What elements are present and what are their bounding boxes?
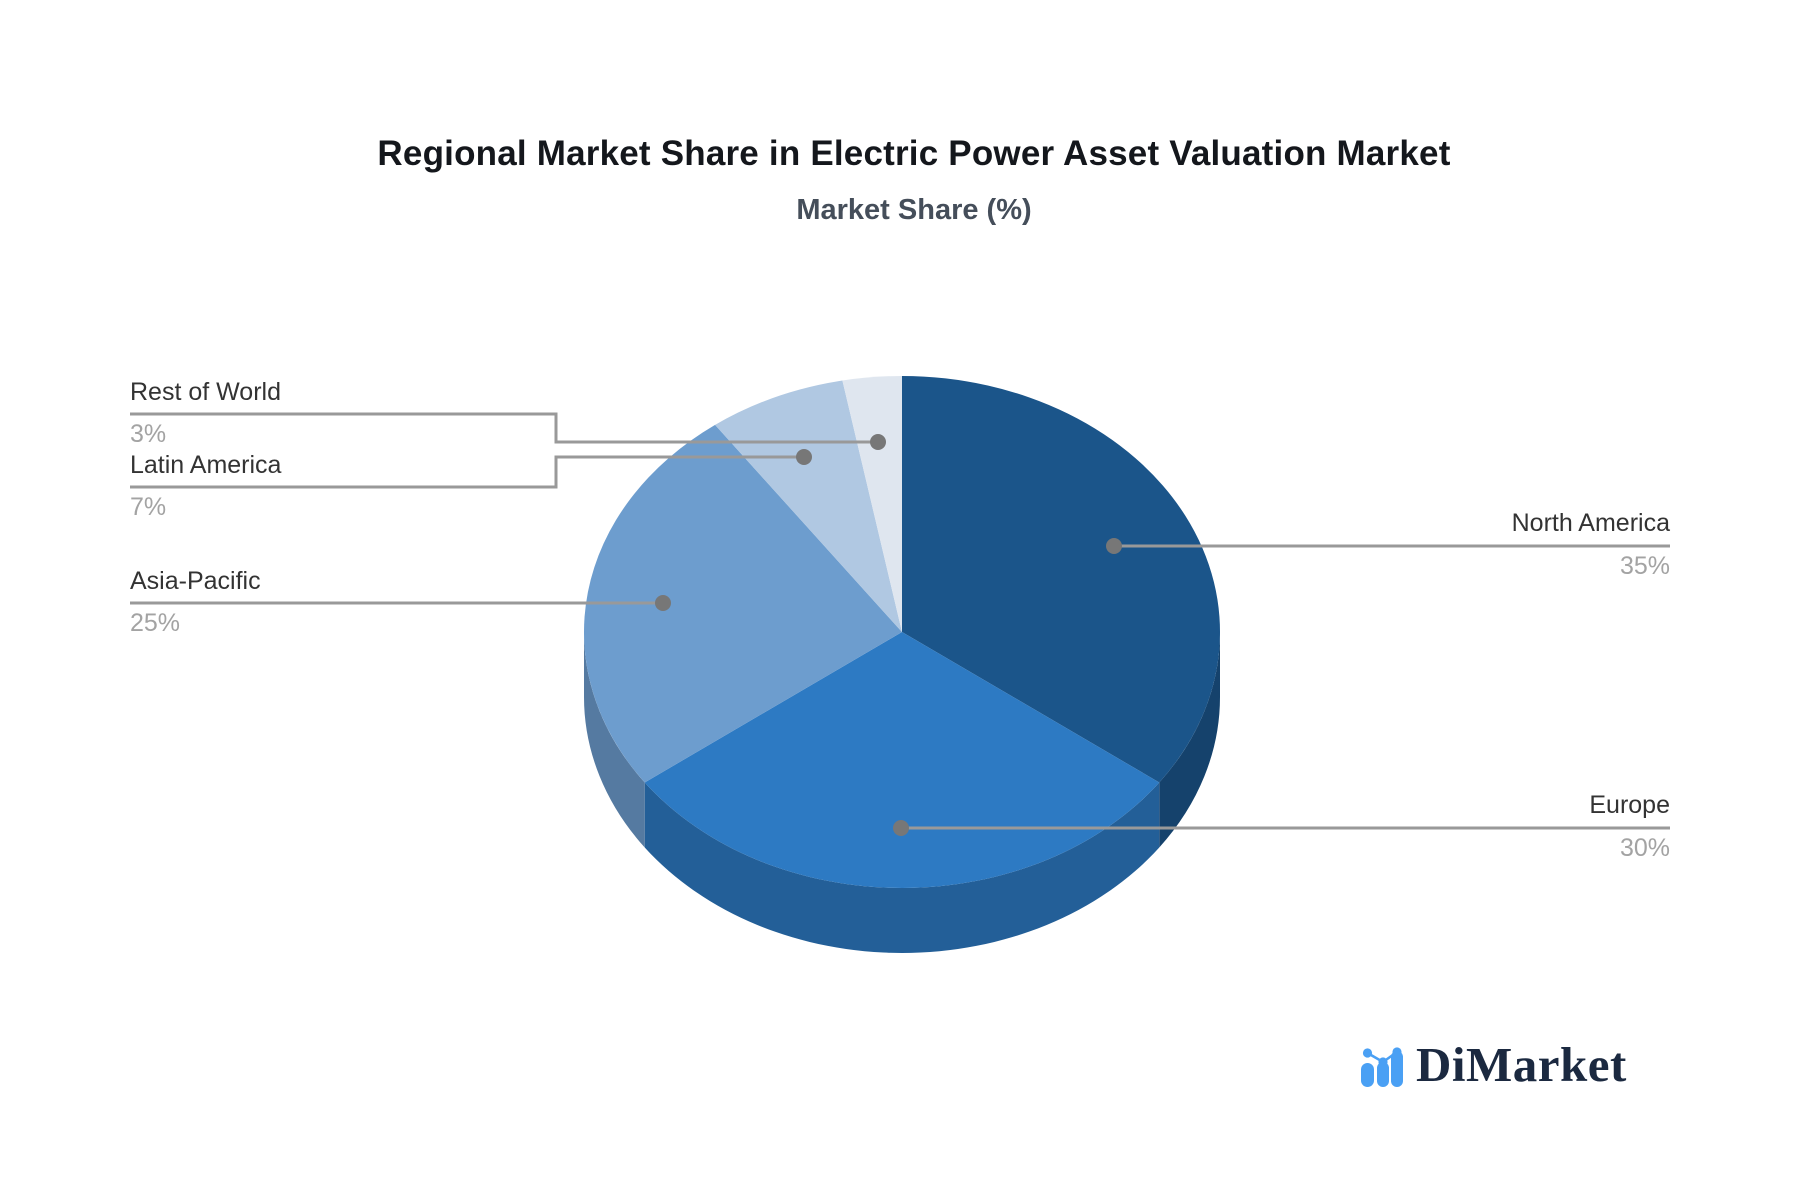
chart-title: Regional Market Share in Electric Power … bbox=[377, 134, 1451, 173]
pie-side-europe bbox=[644, 782, 1160, 953]
label-north-america: North America bbox=[1511, 509, 1670, 537]
label-latin-america: Latin America bbox=[130, 451, 282, 479]
pie-slice-north-america[interactable] bbox=[902, 376, 1220, 783]
leader-dot-asia-pacific bbox=[655, 595, 671, 611]
value-latin-america: 7% bbox=[130, 493, 167, 521]
pie-side-north-america bbox=[1159, 632, 1220, 848]
value-north-america: 35% bbox=[1619, 552, 1670, 580]
leader-dot-europe bbox=[893, 820, 909, 836]
value-asia-pacific: 25% bbox=[130, 609, 181, 637]
chart-subtitle: Market Share (%) bbox=[796, 194, 1032, 226]
pie-side-asia-pacific bbox=[584, 632, 645, 848]
value-europe: 30% bbox=[1619, 834, 1670, 862]
leader-dot-latin-america bbox=[796, 449, 812, 465]
pie-slice-europe[interactable] bbox=[644, 632, 1160, 889]
leader-dot-north-america bbox=[1106, 538, 1122, 554]
label-europe: Europe bbox=[1589, 791, 1670, 819]
bar-chart-logo-icon bbox=[1361, 1047, 1403, 1087]
label-asia-pacific: Asia-Pacific bbox=[130, 567, 261, 595]
leader-line-rest-of-world bbox=[130, 412, 878, 444]
leader-line-latin-america bbox=[130, 455, 804, 489]
brand-logo: DiMarket bbox=[1358, 1040, 1627, 1089]
pie-slice-asia-pacific[interactable] bbox=[584, 424, 902, 783]
label-rest-of-world: Rest of World bbox=[130, 378, 281, 406]
pie-slice-rest-of-world[interactable] bbox=[842, 376, 902, 632]
brand-logo-text: DiMarket bbox=[1416, 1037, 1627, 1092]
leader-dot-rest-of-world bbox=[870, 434, 886, 450]
value-rest-of-world: 3% bbox=[130, 420, 167, 448]
